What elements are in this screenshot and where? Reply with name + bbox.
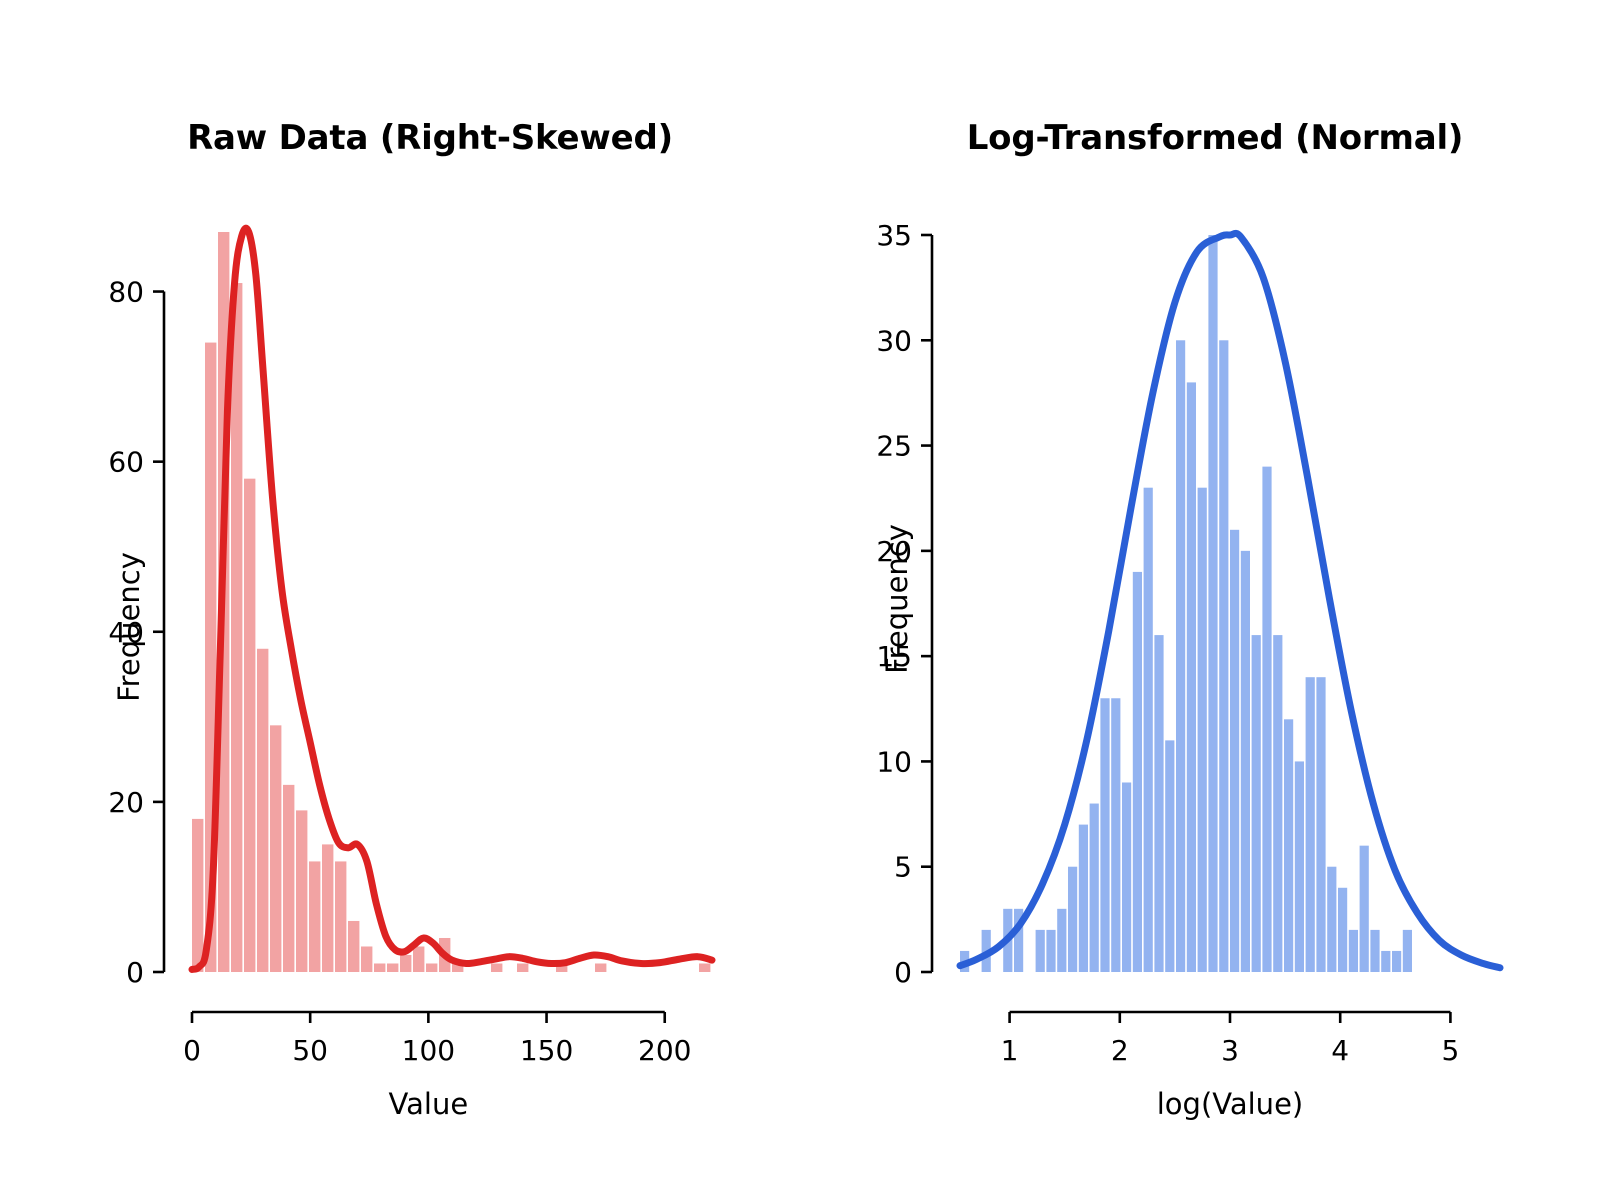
y-axis-tick-label: 15: [876, 640, 912, 673]
histogram-bar: [699, 963, 711, 972]
histogram-bar: [426, 963, 438, 972]
histogram-bar: [1240, 550, 1250, 972]
histogram-bar: [1122, 782, 1132, 972]
panel-log-transformed: Log-Transformed (Normal) 0 5 10 15 20 25 30 35 1…: [800, 0, 1600, 1200]
histogram-bar: [1327, 866, 1337, 972]
histogram-bar: [1035, 929, 1045, 972]
histogram-bar: [1294, 761, 1304, 972]
x-axis-tick-label: 0: [183, 1034, 201, 1067]
x-axis-label-log: log(Value): [1156, 1087, 1304, 1121]
histogram-bar: [1284, 719, 1294, 972]
histogram-bar: [322, 844, 334, 972]
y-axis-tick-label: 5: [894, 851, 912, 884]
normal-fit-curve: [956, 229, 1504, 972]
y-axis-tick-label: 25: [876, 430, 912, 463]
histogram-bar: [374, 963, 386, 972]
histogram-bar: [1100, 698, 1110, 972]
histogram-bar: [1305, 677, 1315, 972]
histogram-bar: [387, 963, 399, 972]
histogram-bar: [556, 963, 568, 972]
y-axis-tick-label: 0: [894, 956, 912, 989]
y-axis-tick-label: 20: [108, 786, 144, 819]
histogram-bar: [192, 818, 204, 972]
histogram-bar: [1111, 698, 1121, 972]
y-axis-tick-label: 0: [126, 956, 144, 989]
histogram-bar: [1057, 908, 1067, 972]
histogram-bar: [413, 946, 425, 972]
kde-curve: [188, 224, 716, 973]
histogram-bar: [1381, 950, 1391, 972]
histogram-bar: [335, 861, 347, 972]
histogram-bar: [231, 283, 243, 972]
x-axis-tick-label: 5: [1441, 1034, 1459, 1067]
histogram-bar: [1186, 382, 1196, 972]
histogram-bar: [1219, 340, 1229, 972]
histogram-bar: [491, 963, 503, 972]
histogram-bar: [1197, 487, 1207, 972]
histogram-bar: [296, 810, 308, 972]
panel-title-log: Log-Transformed (Normal): [966, 118, 1464, 158]
histogram-bar: [1165, 740, 1175, 972]
y-axis-tick-label: 20: [876, 535, 912, 568]
histogram-bar: [361, 946, 373, 972]
histogram-bar: [1154, 635, 1164, 972]
histogram-bar: [1402, 929, 1412, 972]
y-axis-label-raw: Frequency: [112, 551, 146, 702]
histogram-bar: [1392, 950, 1402, 972]
plot-area-log: 0 5 10 15 20 25 30 35 1 2 3 4 5: [876, 219, 1504, 1067]
histogram-bar: [1046, 929, 1056, 972]
histogram-bars: [192, 232, 711, 972]
histogram-bar: [452, 963, 464, 972]
y-axis-tick-label: 60: [108, 446, 144, 479]
histogram-bar: [1348, 929, 1358, 972]
histogram-bars: [960, 235, 1412, 972]
histogram-bar: [1370, 929, 1380, 972]
y-axis-tick-label: 10: [876, 745, 912, 778]
panel-raw-data: Raw Data (Right-Skewed) 0 20 40 60 80 0 50 100 1…: [108, 118, 716, 1121]
histogram-bar: [257, 648, 269, 972]
histogram-bar: [517, 963, 529, 972]
y-axis-label-log: Frequency: [880, 523, 914, 674]
y-axis-tick-label: 80: [108, 276, 144, 309]
histogram-bar: [1068, 866, 1078, 972]
x-axis-tick-label: 100: [402, 1034, 455, 1067]
histogram-bar: [1143, 487, 1153, 972]
histogram-bar: [1316, 677, 1326, 972]
histogram-bar: [309, 861, 321, 972]
histogram-bar: [1262, 466, 1272, 972]
histogram-bar: [205, 342, 217, 972]
x-axis-tick-label: 4: [1331, 1034, 1349, 1067]
x-axis-label-raw: Value: [388, 1087, 469, 1121]
histogram-bar: [1176, 340, 1186, 972]
y-axis-tick-label: 35: [876, 219, 912, 252]
histogram-bar: [1014, 908, 1024, 972]
histogram-bar: [400, 954, 412, 972]
histogram-bar: [1273, 635, 1283, 972]
x-axis-tick-label: 3: [1221, 1034, 1239, 1067]
histogram-bar: [1338, 887, 1348, 972]
panel-title-raw: Raw Data (Right-Skewed): [187, 118, 673, 158]
histogram-bar: [1089, 803, 1099, 972]
histogram-bar: [1359, 845, 1369, 972]
x-axis-tick-label: 200: [638, 1034, 691, 1067]
histogram-bar: [244, 478, 256, 972]
y-axis-tick-label: 40: [108, 616, 144, 649]
histogram-bar: [1251, 635, 1261, 972]
x-axis-tick-label: 2: [1111, 1034, 1129, 1067]
x-axis-tick-label: 50: [292, 1034, 328, 1067]
histogram-bar: [1132, 571, 1142, 972]
histogram-bar: [283, 784, 295, 972]
histogram-bar: [270, 725, 282, 972]
histogram-bar: [348, 920, 360, 972]
x-axis-tick-label: 150: [520, 1034, 573, 1067]
histogram-bar: [1230, 529, 1240, 972]
histogram-bar: [595, 963, 607, 972]
histogram-bar: [1208, 235, 1218, 972]
histogram-bar: [1078, 824, 1088, 972]
plot-area-raw: 0 20 40 60 80 0 50 100 150 200: [108, 224, 716, 1067]
x-axis-tick-label: 1: [1001, 1034, 1019, 1067]
y-axis-tick-label: 30: [876, 324, 912, 357]
